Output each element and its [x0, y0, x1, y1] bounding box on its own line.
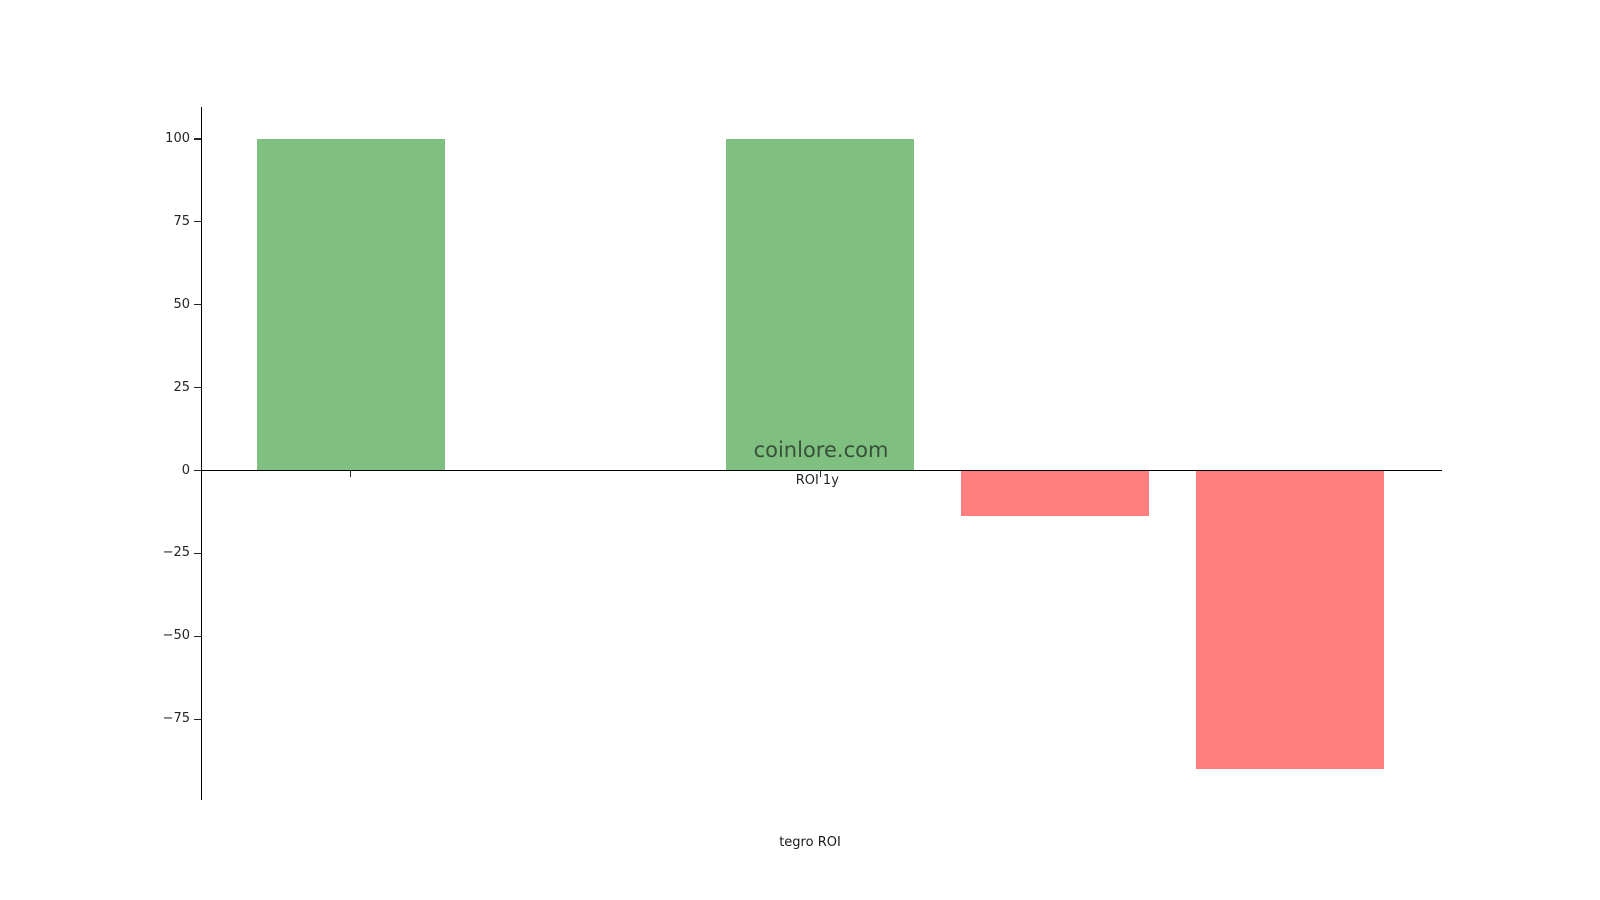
y-tick-label: −25: [162, 545, 190, 561]
y-tick: [194, 304, 201, 306]
x-tick-label: ROI 1y: [795, 472, 839, 488]
y-tick-label: 50: [173, 296, 190, 312]
y-tick: [194, 221, 201, 223]
bar-positive: [726, 139, 915, 471]
y-tick: [194, 552, 201, 554]
y-tick: [194, 387, 201, 389]
y-tick: [194, 138, 201, 140]
y-tick-label: 100: [165, 131, 190, 146]
bar-positive: [256, 139, 445, 471]
y-tick-label: 0: [181, 462, 190, 478]
y-tick: [194, 718, 201, 720]
x-axis-line: [201, 469, 1442, 472]
y-tick: [194, 469, 201, 472]
watermark-text: coinlore.com: [753, 438, 889, 462]
bar-negative: [1196, 470, 1385, 769]
y-tick-label: −75: [162, 711, 190, 727]
x-tick: [349, 470, 352, 477]
y-tick: [194, 635, 201, 637]
bar-negative: [961, 470, 1150, 516]
y-tick-label: −50: [162, 628, 190, 644]
y-tick-label: 75: [173, 213, 190, 229]
chart-title: tegro ROI: [779, 835, 841, 850]
x-tick: [819, 470, 821, 477]
y-tick-label: 25: [173, 379, 190, 395]
y-axis-spine: [201, 107, 203, 800]
